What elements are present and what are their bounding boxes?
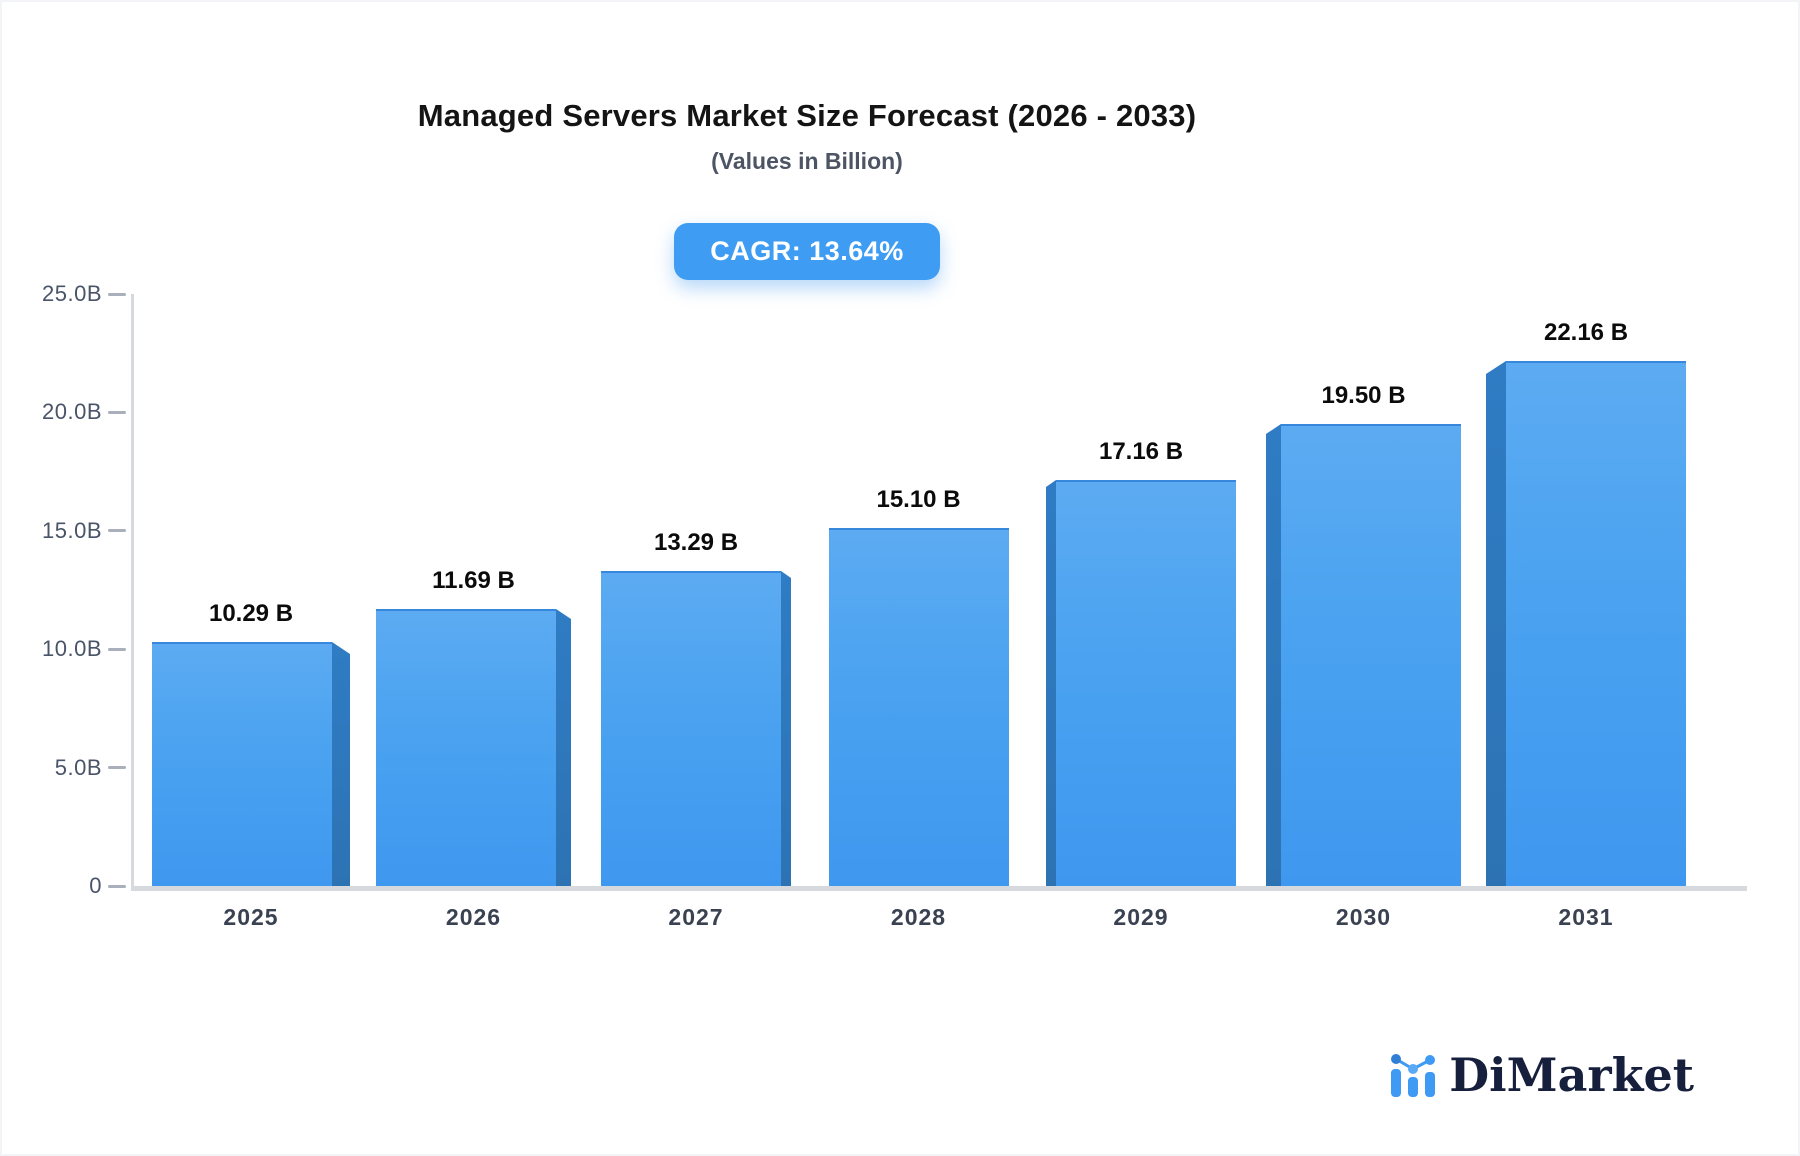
bar-3d-side (1266, 424, 1281, 886)
x-axis-label: 2030 (1335, 904, 1392, 930)
brand-logo: DiMarket (1389, 1050, 1694, 1098)
bar-chart-logo-icon (1391, 1054, 1436, 1097)
bar-3d-side (1046, 480, 1056, 886)
cagr-badge: CAGR: 13.64% (674, 223, 940, 280)
y-axis-tick-label: 0 (89, 873, 102, 898)
chart-title: Managed Servers Market Size Forecast (20… (417, 98, 1197, 133)
bar-2025[interactable] (152, 642, 332, 886)
x-axis-line (131, 886, 1747, 891)
bar-2026[interactable] (376, 609, 556, 886)
y-axis-tick-label: 5.0B (54, 754, 102, 780)
x-axis-label: 2025 (223, 904, 279, 930)
bar-3d-side (781, 571, 791, 886)
bar-2031[interactable] (1506, 361, 1686, 886)
y-axis-line (131, 294, 134, 889)
bar-value-label: 17.16 B (1098, 438, 1184, 465)
bar-value-label: 15.10 B (876, 486, 961, 513)
y-axis-tick-mark (108, 766, 126, 770)
y-axis-tick-mark (108, 647, 126, 651)
x-axis-label: 2028 (890, 904, 947, 930)
x-axis-label: 2031 (1558, 904, 1614, 930)
bar-value-label: 11.69 B (432, 567, 515, 594)
bar-2029[interactable] (1056, 480, 1236, 886)
bar-3d-side (556, 609, 571, 886)
bar-3d-side (1486, 361, 1506, 886)
bar-value-label: 10.29 B (208, 600, 294, 627)
bar-3d-side (332, 642, 350, 886)
y-axis-tick-mark (108, 410, 126, 414)
y-axis-tick-mark (108, 292, 126, 296)
chart-subtitle: (Values in Billion) (711, 148, 903, 174)
y-axis-tick-label: 20.0B (42, 399, 102, 425)
y-axis-tick-mark (108, 884, 126, 888)
y-axis-tick-label: 10.0B (42, 636, 102, 662)
y-axis-tick-label: 15.0B (42, 517, 102, 543)
bar-value-label: 19.50 B (1321, 382, 1406, 409)
x-axis-label: 2026 (445, 904, 502, 930)
y-axis-tick-mark (108, 529, 126, 533)
y-axis-tick-label: 25.0B (42, 281, 102, 306)
brand-name: DiMarket (1449, 1048, 1694, 1102)
bar-2028[interactable] (829, 528, 1009, 886)
bar-2030[interactable] (1281, 424, 1461, 886)
bar-2027[interactable] (601, 571, 781, 886)
chart-header: Managed Servers Market Size Forecast (20… (2, 2, 1612, 280)
x-axis-label: 2027 (668, 904, 724, 930)
bar-value-label: 22.16 B (1543, 319, 1629, 346)
bar-value-label: 13.29 B (653, 529, 739, 556)
x-axis-label: 2029 (1113, 904, 1169, 930)
